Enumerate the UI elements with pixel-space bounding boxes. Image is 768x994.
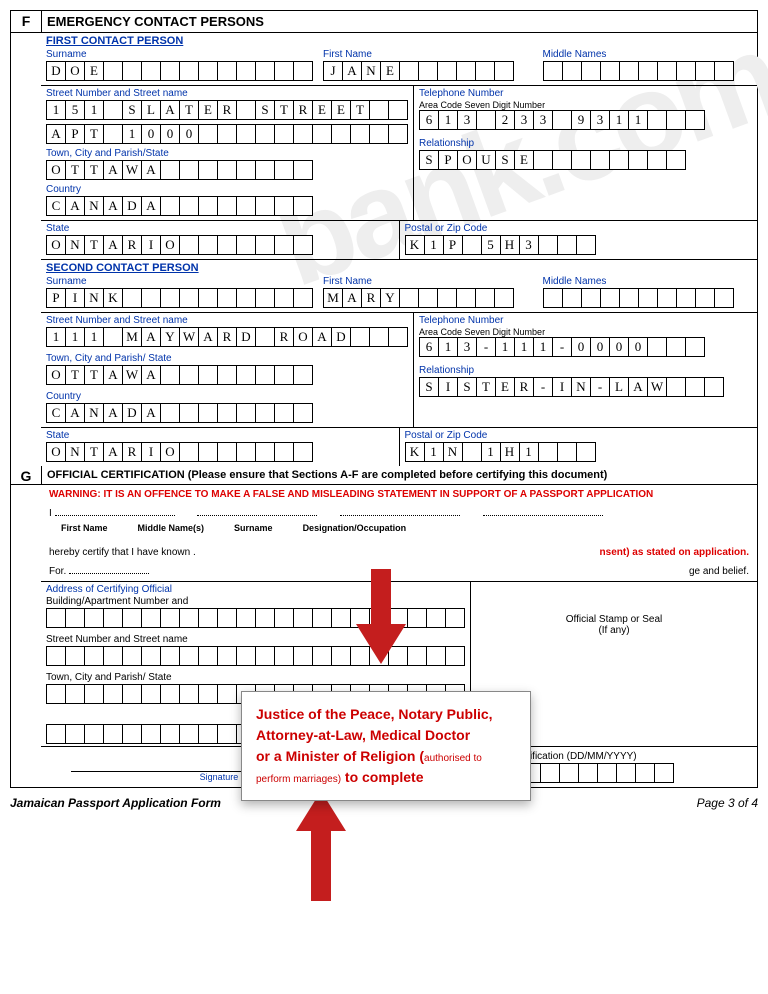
label-firstname1: First Name <box>323 49 533 60</box>
section-letter-f: F <box>11 11 42 32</box>
section-g-header: G OFFICIAL CERTIFICATION (Please ensure … <box>11 466 757 485</box>
label-tel2: Telephone Number <box>419 315 752 326</box>
surname1-boxes[interactable]: DOE <box>46 61 313 81</box>
state2-boxes[interactable]: ONTARIO <box>46 442 394 462</box>
tel1-boxes[interactable]: 613 233 9311 <box>419 110 752 130</box>
country1-boxes[interactable]: CANADA <box>46 196 408 216</box>
label-country1: Country <box>46 184 408 195</box>
cert-I: I <box>49 508 52 519</box>
label-surname: Surname <box>234 523 273 533</box>
label-middle1: Middle Names <box>543 49 753 60</box>
postal1-boxes[interactable]: K1P 5H3 <box>405 235 753 255</box>
stamp-label2: (If any) <box>476 625 752 636</box>
middle2-boxes[interactable] <box>543 288 753 308</box>
callout-l2: Attorney-at-Law, Medical Doctor <box>256 727 470 743</box>
street1a-boxes[interactable]: 151 SLATER STREET <box>46 100 408 120</box>
label-street2: Street Number and Street name <box>46 315 408 326</box>
first-contact-header: FIRST CONTACT PERSON <box>41 33 757 49</box>
label-postal2: Postal or Zip Code <box>405 430 753 441</box>
footer-left: Jamaican Passport Application Form <box>10 796 221 810</box>
label-rel2: Relationship <box>419 365 752 376</box>
footer-right: Page 3 of 4 <box>697 796 758 810</box>
label-surname1: Surname <box>46 49 313 60</box>
country2-boxes[interactable]: CANADA <box>46 403 408 423</box>
label-first: First Name <box>61 523 108 533</box>
state1-boxes[interactable]: ONTARIO <box>46 235 394 255</box>
cert-for: For. <box>49 566 66 577</box>
middle1-boxes[interactable] <box>543 61 753 81</box>
label-postal1: Postal or Zip Code <box>405 223 753 234</box>
arrow-down-icon <box>351 569 411 669</box>
label-state2: State <box>46 430 394 441</box>
label-rel1: Relationship <box>419 138 752 149</box>
arrow-up-icon <box>291 791 351 901</box>
town1-boxes[interactable]: OTTAWA <box>46 160 408 180</box>
label-firstname2: First Name <box>323 276 533 287</box>
form-page: bank.com F EMERGENCY CONTACT PERSONS FIR… <box>10 10 758 788</box>
label-middle2: Middle Names <box>543 276 753 287</box>
firstname2-boxes[interactable]: MARY <box>323 288 533 308</box>
second-contact-header: SECOND CONTACT PERSON <box>41 260 757 276</box>
callout-l4: to complete <box>341 769 423 785</box>
callout-l1: Justice of the Peace, Notary Public, <box>256 706 493 722</box>
street1b-boxes[interactable]: APT 1000 <box>46 124 408 144</box>
surname2-boxes[interactable]: PINK <box>46 288 313 308</box>
callout-box: Justice of the Peace, Notary Public, Att… <box>241 691 531 801</box>
callout-l3: or a Minister of Religion ( <box>256 748 424 764</box>
label-state1: State <box>46 223 394 234</box>
label-tel1: Telephone Number <box>419 88 752 99</box>
label-street1: Street Number and Street name <box>46 88 408 99</box>
label-town1: Town, City and Parish/State <box>46 148 408 159</box>
label-town2: Town, City and Parish/ State <box>46 353 408 364</box>
label-middle: Middle Name(s) <box>138 523 205 533</box>
street2-boxes[interactable]: 111 MAYWARD ROAD <box>46 327 408 347</box>
section-f-header: F EMERGENCY CONTACT PERSONS <box>11 11 757 33</box>
label-townG: Town, City and Parish/ State <box>46 672 465 683</box>
postal2-boxes[interactable]: K1N 1H1 <box>405 442 753 462</box>
section-letter-g: G <box>11 466 42 484</box>
label-designation: Designation/Occupation <box>303 523 407 533</box>
belief-frag: ge and belief. <box>689 566 749 577</box>
rel2-boxes[interactable]: SISTER-IN-LAW <box>419 377 752 397</box>
firstname1-boxes[interactable]: JANE <box>323 61 533 81</box>
section-title-f: EMERGENCY CONTACT PERSONS <box>42 11 757 32</box>
section-g-content: WARNING: IT IS AN OFFENCE TO MAKE A FALS… <box>41 485 757 582</box>
section-title-g: OFFICIAL CERTIFICATION (Please ensure th… <box>42 466 757 484</box>
town2-boxes[interactable]: OTTAWA <box>46 365 408 385</box>
tel2-boxes[interactable]: 613-111-0000 <box>419 337 752 357</box>
rel1-boxes[interactable]: SPOUSE <box>419 150 752 170</box>
tel-sub1: Area Code Seven Digit Number <box>419 100 752 110</box>
warning-text: WARNING: IT IS AN OFFENCE TO MAKE A FALS… <box>41 485 757 504</box>
label-country2: Country <box>46 391 408 402</box>
label-surname2: Surname <box>46 276 313 287</box>
cert-known: hereby certify that I have known . <box>49 547 196 558</box>
tel-sub2: Area Code Seven Digit Number <box>419 327 752 337</box>
stamp-label: Official Stamp or Seal <box>476 614 752 625</box>
section-f-content: FIRST CONTACT PERSON Surname DOE First N… <box>41 33 757 466</box>
consent-frag: nsent) as stated on application. <box>600 547 749 558</box>
